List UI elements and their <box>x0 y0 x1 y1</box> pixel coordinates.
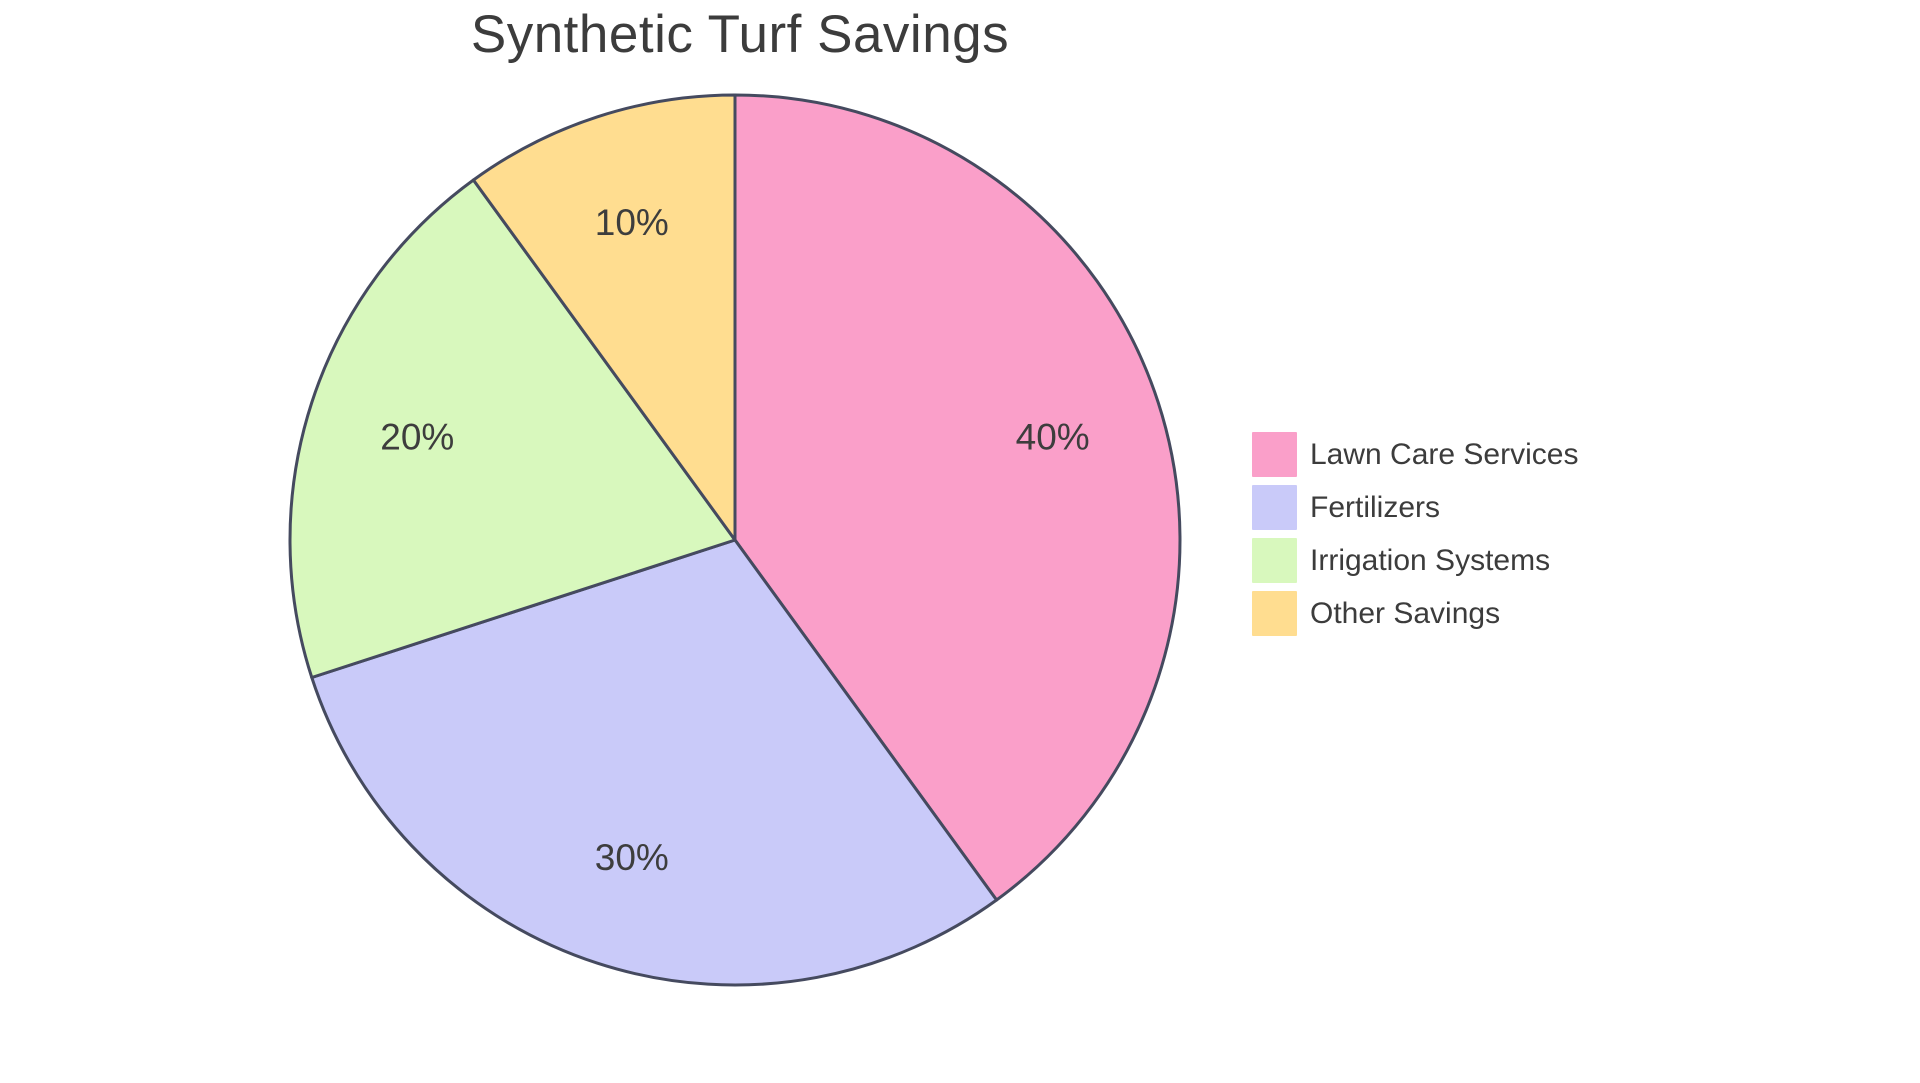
legend-label-fertilizers: Fertilizers <box>1310 490 1441 524</box>
legend-item-other-savings: Other Savings <box>1252 591 1578 636</box>
pie-slice-label-fertilizers: 30% <box>595 837 669 878</box>
legend-label-other-savings: Other Savings <box>1310 596 1501 630</box>
pie-slice-other-savings <box>471 93 737 542</box>
legend-swatch-other-savings <box>1252 591 1297 636</box>
legend-item-fertilizers: Fertilizers <box>1252 485 1578 530</box>
pie-slice-fertilizers <box>310 538 999 987</box>
legend-swatch-lawn-care-services <box>1252 432 1297 477</box>
pie-slice-lawn-care-services <box>733 93 1182 902</box>
legend: Lawn Care Services Fertilizers Irrigatio… <box>1252 432 1578 636</box>
legend-label-irrigation-systems: Irrigation Systems <box>1310 543 1551 577</box>
legend-item-lawn-care-services: Lawn Care Services <box>1252 432 1578 477</box>
legend-label-lawn-care-services: Lawn Care Services <box>1310 437 1579 471</box>
pie-slice-irrigation-systems <box>288 178 737 680</box>
chart-title: Synthetic Turf Savings <box>470 5 1010 64</box>
pie-slice-label-other-savings: 10% <box>595 202 669 243</box>
legend-swatch-fertilizers <box>1252 485 1297 530</box>
legend-swatch-irrigation-systems <box>1252 538 1297 583</box>
legend-item-irrigation-systems: Irrigation Systems <box>1252 538 1578 583</box>
pie-slice-label-lawn-care-services: 40% <box>1016 416 1090 457</box>
pie-slice-label-irrigation-systems: 20% <box>380 416 454 457</box>
